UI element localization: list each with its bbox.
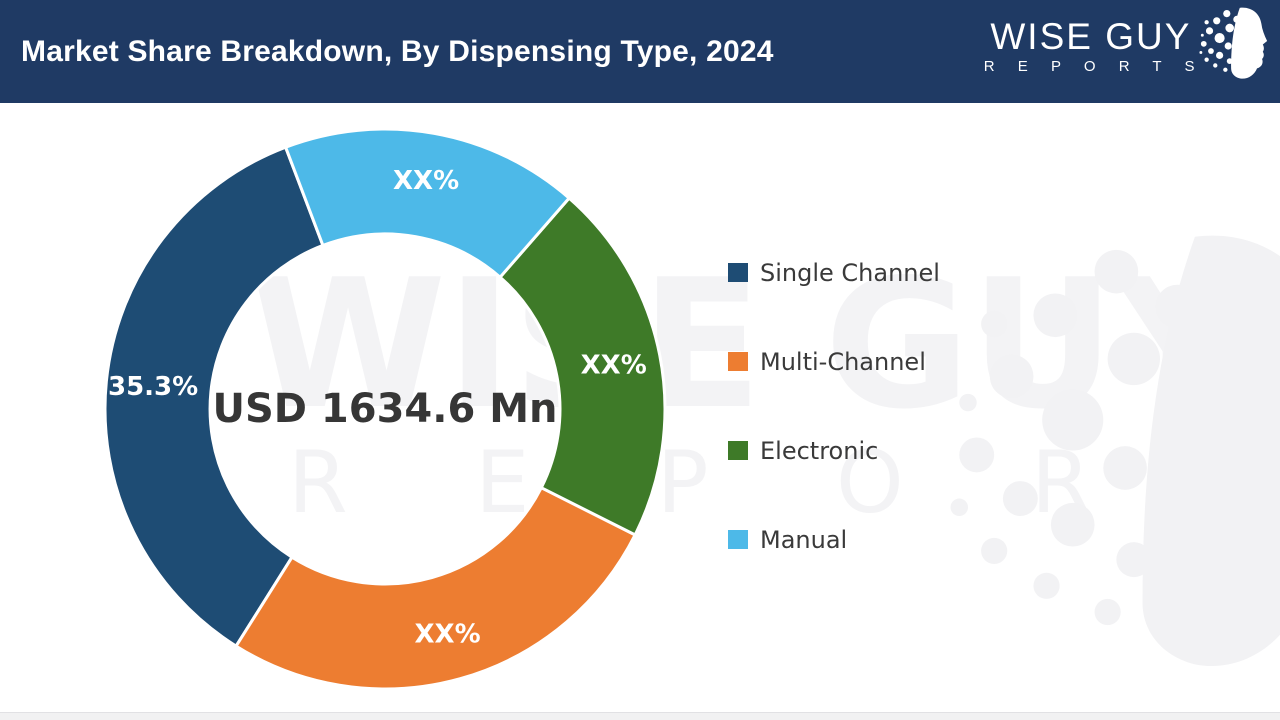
legend-swatch-multi-channel (728, 352, 748, 371)
legend-label: Manual (760, 525, 848, 554)
donut-slice-single-channel (103, 145, 325, 648)
legend-item-multi-channel: Multi-Channel (728, 348, 940, 375)
legend-item-manual: Manual (728, 526, 940, 553)
bottom-border (0, 712, 1280, 720)
donut-center-value: USD 1634.6 Mn (212, 386, 558, 432)
legend-swatch-manual (728, 530, 748, 549)
donut-slice-multi-channel (234, 486, 637, 691)
chart-legend: Single Channel Multi-Channel Electronic … (728, 259, 940, 553)
slice-label-multi-channel: XX% (415, 620, 481, 650)
page-title: Market Share Breakdown, By Dispensing Ty… (21, 34, 774, 68)
legend-item-single-channel: Single Channel (728, 259, 940, 286)
slice-label-electronic: XX% (581, 350, 647, 380)
logo: WISE GUY R E P O R T S (978, 6, 1270, 86)
legend-item-electronic: Electronic (728, 437, 940, 464)
logo-wordmark: WISE GUY (990, 16, 1192, 57)
donut-slice-manual (284, 127, 571, 279)
legend-swatch-single-channel (728, 263, 748, 282)
logo-reports-label: R E P O R T S (983, 58, 1204, 75)
slice-label-manual: XX% (393, 166, 459, 196)
header-bar: Market Share Breakdown, By Dispensing Ty… (0, 0, 1280, 103)
legend-label: Electronic (760, 436, 879, 465)
logo-text: WISE GUY R E P O R T S (978, 18, 1204, 74)
logo-head-icon (1199, 7, 1268, 79)
legend-label: Multi-Channel (760, 347, 926, 376)
legend-swatch-electronic (728, 441, 748, 460)
donut-slice-electronic (498, 196, 667, 537)
slice-label-single-channel: 35.3% (108, 372, 198, 402)
legend-label: Single Channel (760, 258, 940, 287)
